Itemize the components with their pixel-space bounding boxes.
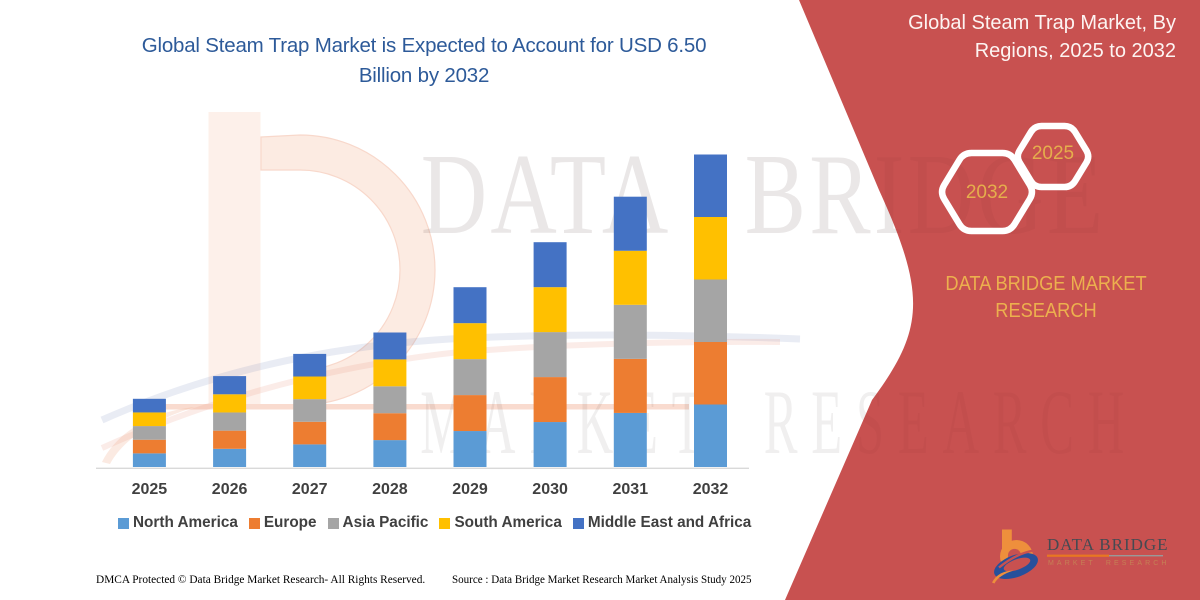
svg-text:2028: 2028	[372, 481, 408, 498]
svg-text:2030: 2030	[532, 481, 568, 498]
svg-text:2032: 2032	[693, 481, 729, 498]
svg-text:2029: 2029	[452, 481, 488, 498]
svg-text:2031: 2031	[613, 481, 649, 498]
svg-text:2026: 2026	[212, 481, 248, 498]
svg-text:2025: 2025	[132, 481, 168, 498]
svg-text:2027: 2027	[292, 481, 328, 498]
